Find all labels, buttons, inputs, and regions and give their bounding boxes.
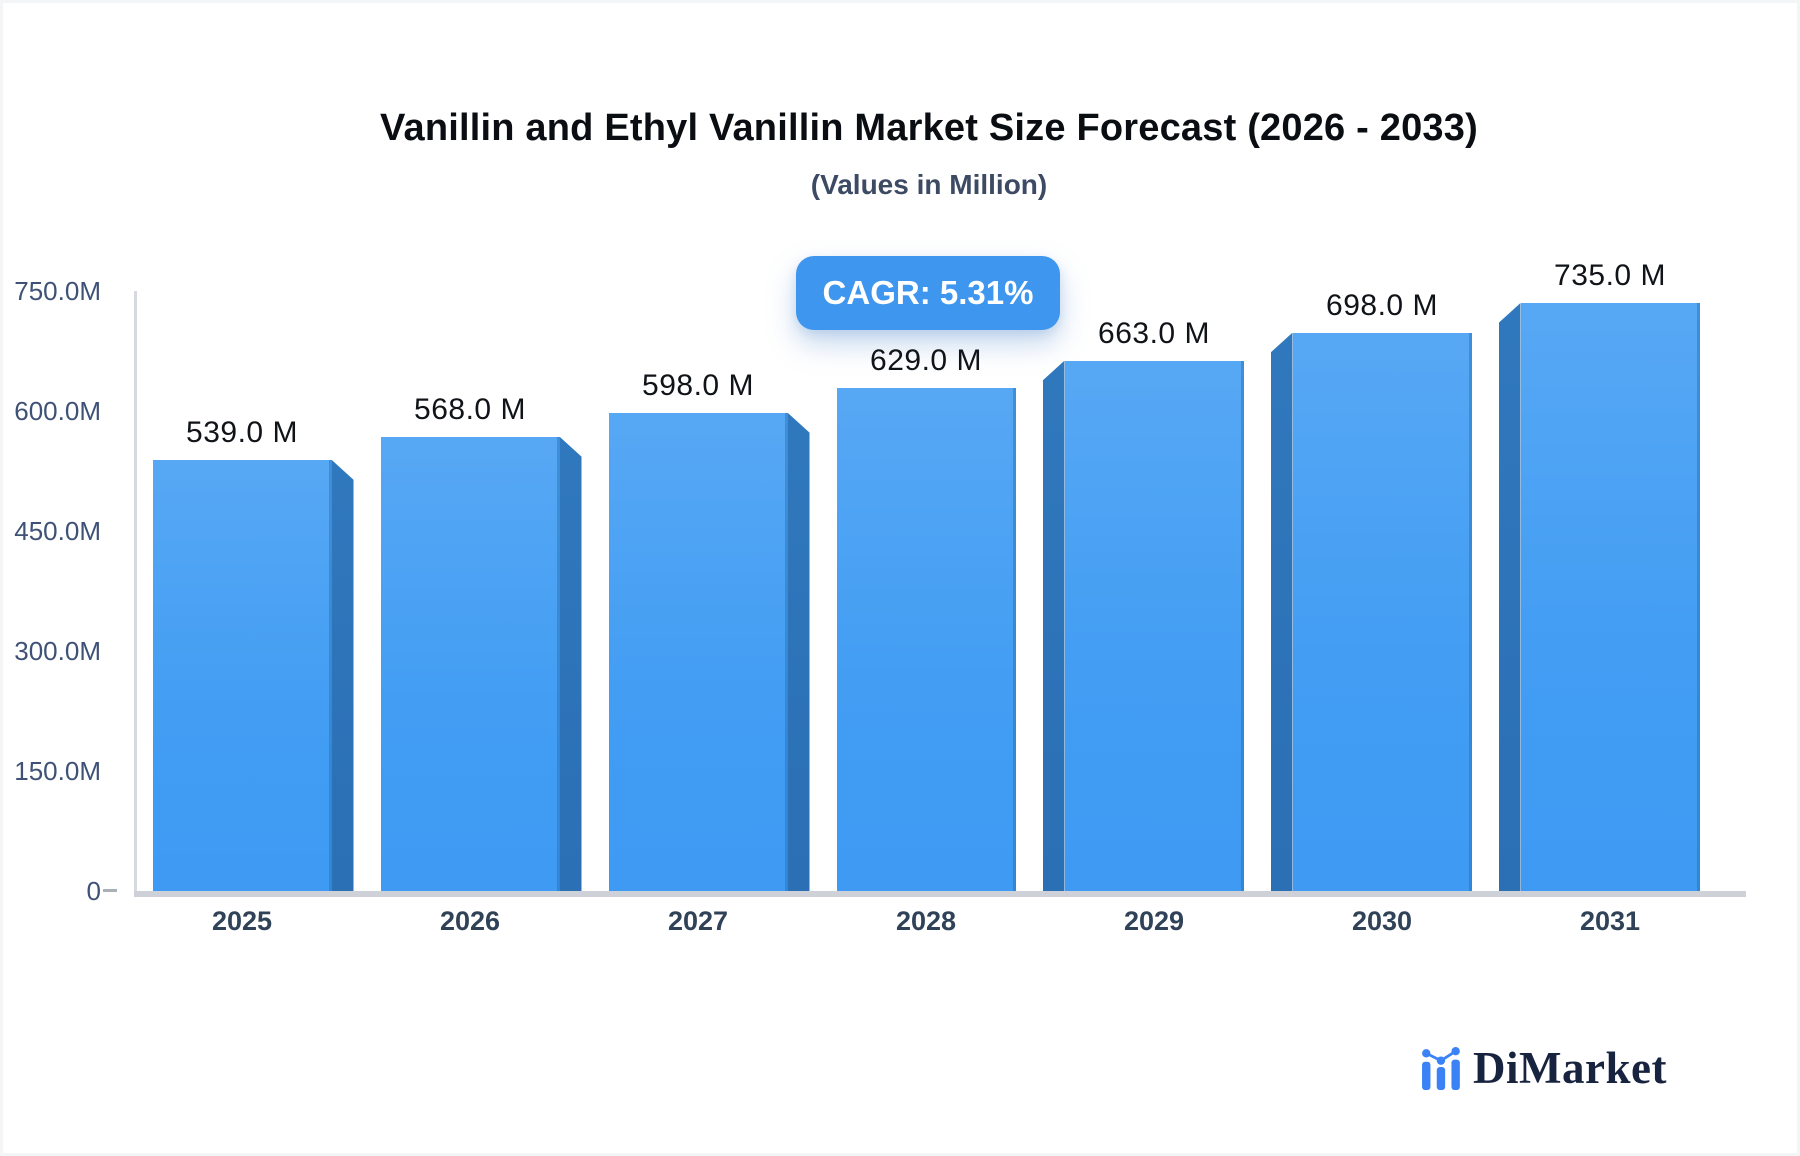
brand-logo[interactable]: DiMarket: [1421, 1045, 1667, 1091]
bar-value-label: 698.0 M: [1326, 288, 1438, 322]
chart-title: Vanillin and Ethyl Vanillin Market Size …: [380, 107, 1478, 149]
brand-name: DiMarket: [1473, 1043, 1667, 1093]
y-tick-label: 450.0M: [14, 516, 101, 546]
bar[interactable]: [152, 459, 332, 891]
y-axis-line: [134, 291, 137, 894]
bar[interactable]: [608, 412, 788, 891]
bar-value-label: 539.0 M: [186, 415, 298, 449]
bar[interactable]: [836, 387, 1016, 891]
x-tick-label: 2031: [1579, 906, 1641, 936]
bar-value-label: 629.0 M: [870, 343, 982, 377]
bar-side-face: [559, 436, 582, 891]
bar-side-face: [1498, 303, 1521, 891]
bar-side-face: [1042, 360, 1065, 891]
x-tick-label: 2030: [1351, 906, 1413, 936]
bar[interactable]: [1520, 303, 1700, 891]
bar-value-label: 598.0 M: [642, 368, 754, 402]
bar-line-chart-icon: [1422, 1047, 1460, 1091]
chart-subtitle: (Values in Million): [810, 169, 1048, 200]
bar-side-face: [787, 412, 810, 891]
x-tick-label: 2027: [667, 906, 729, 936]
bar-side-face: [1270, 332, 1293, 891]
x-tick-label: 2025: [211, 906, 273, 936]
y-tick-label: 300.0M: [14, 636, 101, 666]
x-tick-label: 2026: [439, 906, 501, 936]
x-tick-label: 2028: [895, 906, 957, 936]
bar[interactable]: [1064, 360, 1244, 891]
bar-side-face: [331, 459, 354, 891]
bar-value-label: 568.0 M: [414, 392, 526, 426]
x-axis-baseline: [134, 891, 1746, 897]
y-tick-label: 600.0M: [14, 396, 101, 426]
zero-tick-mark: [103, 889, 117, 892]
y-tick-label: 0: [86, 876, 101, 906]
y-tick-label: 750.0M: [14, 276, 101, 306]
x-tick-label: 2029: [1123, 906, 1185, 936]
cagr-label: CAGR: 5.31%: [822, 274, 1034, 311]
bar[interactable]: [1292, 332, 1472, 891]
bar-value-label: 735.0 M: [1554, 259, 1666, 292]
bar-value-label: 663.0 M: [1098, 316, 1210, 350]
cagr-badge: CAGR: 5.31%: [796, 256, 1060, 330]
bar[interactable]: [380, 436, 560, 891]
y-tick-label: 150.0M: [14, 756, 101, 786]
